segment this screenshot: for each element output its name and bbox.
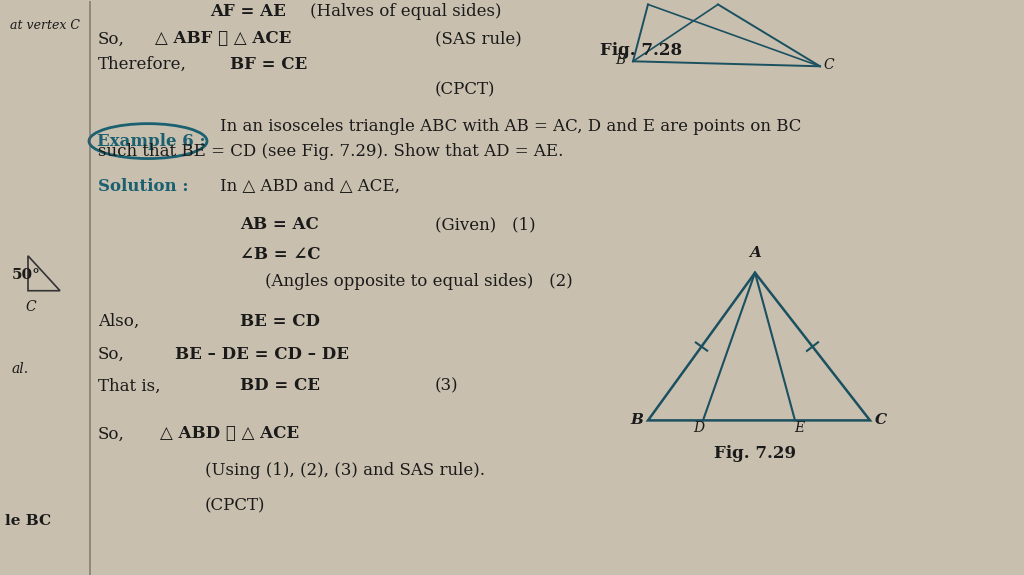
Text: ∠B = ∠C: ∠B = ∠C <box>240 246 321 263</box>
Text: (Given)   (1): (Given) (1) <box>435 216 536 233</box>
Text: BE = CD: BE = CD <box>240 313 319 329</box>
Text: (SAS rule): (SAS rule) <box>435 30 522 47</box>
Text: (3): (3) <box>435 377 459 394</box>
Text: (Angles opposite to equal sides)   (2): (Angles opposite to equal sides) (2) <box>265 273 572 290</box>
Text: Fig. 7.29: Fig. 7.29 <box>714 445 796 462</box>
Text: Therefore,: Therefore, <box>98 56 186 73</box>
Text: B: B <box>630 413 643 427</box>
Text: Fig. 7.28: Fig. 7.28 <box>600 43 682 59</box>
Text: at vertex C: at vertex C <box>10 20 80 32</box>
Text: That is,: That is, <box>98 377 161 394</box>
Text: So,: So, <box>98 426 125 442</box>
Text: le BC: le BC <box>5 514 51 528</box>
Text: In an isosceles triangle ABC with AB = AC, D and E are points on BC: In an isosceles triangle ABC with AB = A… <box>220 118 802 135</box>
Text: (Halves of equal sides): (Halves of equal sides) <box>310 3 502 20</box>
Text: E: E <box>794 421 804 435</box>
Text: (CPCT): (CPCT) <box>435 81 496 98</box>
Text: (Using (1), (2), (3) and SAS rule).: (Using (1), (2), (3) and SAS rule). <box>205 462 485 479</box>
Text: Example 6 :: Example 6 : <box>97 133 206 150</box>
Text: △ ABF ≅ △ ACE: △ ABF ≅ △ ACE <box>155 30 292 47</box>
Text: B: B <box>615 53 626 67</box>
Text: In △ ABD and △ ACE,: In △ ABD and △ ACE, <box>220 178 400 195</box>
Text: Solution :: Solution : <box>98 178 188 195</box>
Text: BF = CE: BF = CE <box>230 56 307 73</box>
Text: △ ABD ≅ △ ACE: △ ABD ≅ △ ACE <box>160 426 299 442</box>
Text: BE – DE = CD – DE: BE – DE = CD – DE <box>175 346 349 363</box>
Text: C: C <box>874 413 887 427</box>
Text: C: C <box>25 300 36 314</box>
Text: BD = CE: BD = CE <box>240 377 319 394</box>
Text: such that BE = CD (see Fig. 7.29). Show that AD = AE.: such that BE = CD (see Fig. 7.29). Show … <box>98 143 563 160</box>
Text: AF = AE: AF = AE <box>210 3 286 20</box>
Text: Also,: Also, <box>98 313 139 329</box>
Text: D: D <box>693 421 705 435</box>
Text: So,: So, <box>98 30 125 47</box>
Text: A: A <box>750 246 761 260</box>
Text: al.: al. <box>12 362 29 375</box>
Text: 50°: 50° <box>12 268 41 282</box>
Text: C: C <box>823 58 834 72</box>
Text: So,: So, <box>98 346 125 363</box>
Text: AB = AC: AB = AC <box>240 216 318 233</box>
Text: (CPCT): (CPCT) <box>205 497 265 514</box>
